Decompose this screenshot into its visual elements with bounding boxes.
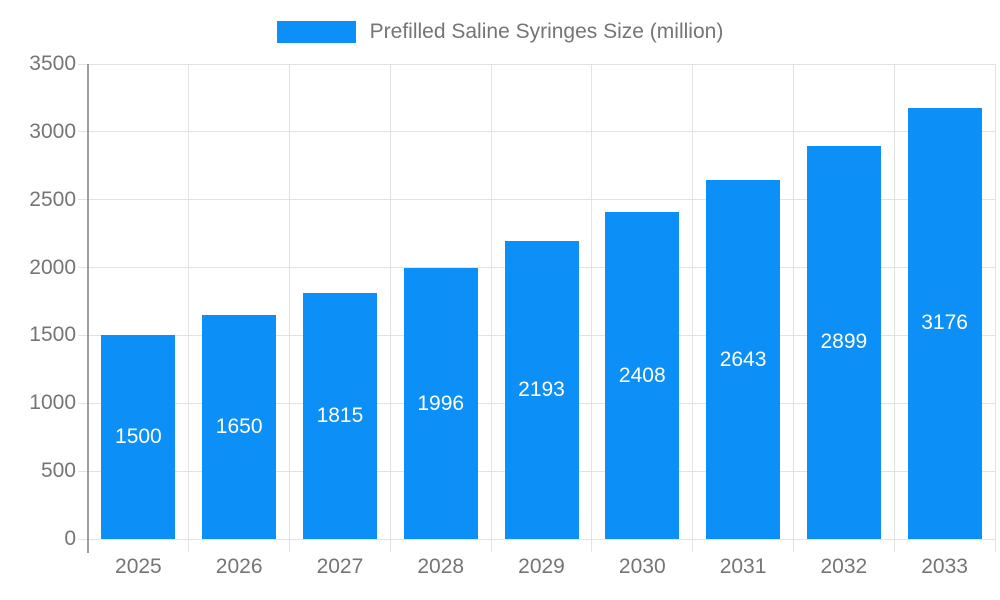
bar: 1650 bbox=[202, 315, 277, 539]
x-tick-label: 2033 bbox=[921, 555, 968, 578]
bar-value-label: 1815 bbox=[316, 403, 364, 427]
v-gridline bbox=[289, 64, 291, 539]
v-gridline bbox=[893, 64, 895, 539]
y-axis-tick bbox=[78, 402, 88, 404]
y-axis-tick bbox=[78, 63, 88, 65]
bar: 2899 bbox=[806, 145, 881, 539]
x-tick-label: 2027 bbox=[316, 555, 364, 578]
x-axis-tick bbox=[893, 539, 895, 552]
x-tick-label: 2026 bbox=[215, 555, 263, 578]
bar-value-label: 1650 bbox=[215, 415, 263, 439]
legend: Prefilled Saline Syringes Size (million) bbox=[0, 20, 1000, 44]
x-axis-labels: 2025 2026 2027 2028 2029 2030 2031 2032 2033 bbox=[88, 555, 995, 581]
bar: 2643 bbox=[706, 180, 781, 539]
v-gridline bbox=[188, 64, 190, 539]
y-axis-labels: 0 500 1000 1500 2000 2500 3000 3500 bbox=[0, 52, 76, 550]
y-tick-label: 500 bbox=[40, 459, 76, 483]
y-tick-label: 2500 bbox=[29, 187, 76, 211]
x-tick-label: 2030 bbox=[618, 555, 666, 578]
bar: 1500 bbox=[101, 335, 176, 539]
bar-value-label: 2408 bbox=[618, 363, 666, 387]
y-axis-line bbox=[87, 64, 89, 553]
v-gridline bbox=[792, 64, 794, 539]
x-axis-tick bbox=[994, 539, 996, 552]
h-gridline bbox=[88, 131, 995, 133]
y-tick-label: 1500 bbox=[29, 323, 76, 347]
v-gridline bbox=[490, 64, 492, 539]
v-gridline bbox=[994, 64, 996, 539]
bar-value-label: 2193 bbox=[518, 378, 565, 402]
bar: 2408 bbox=[605, 212, 680, 539]
bar-value-label: 2899 bbox=[820, 330, 868, 354]
legend-label: Prefilled Saline Syringes Size (million) bbox=[369, 20, 724, 43]
h-gridline bbox=[88, 538, 995, 540]
v-gridline bbox=[692, 64, 694, 539]
x-axis-tick bbox=[792, 539, 794, 552]
x-tick-label: 2031 bbox=[719, 555, 767, 578]
bar: 1996 bbox=[403, 268, 478, 539]
y-axis-tick bbox=[78, 199, 88, 201]
bar: 2193 bbox=[504, 241, 579, 539]
v-gridline bbox=[591, 64, 593, 539]
bar-value-label: 1996 bbox=[417, 391, 465, 415]
y-axis-tick bbox=[78, 538, 88, 540]
y-axis-tick bbox=[78, 334, 88, 336]
x-tick-label: 2025 bbox=[115, 555, 162, 578]
y-axis-tick bbox=[78, 267, 88, 269]
x-axis-tick bbox=[188, 539, 190, 552]
h-gridline bbox=[88, 199, 995, 201]
y-tick-label: 0 bbox=[64, 527, 76, 550]
y-tick-label: 2000 bbox=[29, 255, 76, 279]
legend-swatch bbox=[276, 21, 356, 43]
v-gridline bbox=[389, 64, 391, 539]
bar: 1815 bbox=[302, 292, 377, 539]
x-tick-label: 2028 bbox=[417, 555, 465, 578]
y-tick-label: 3000 bbox=[29, 119, 76, 143]
bar: 3176 bbox=[907, 107, 982, 539]
h-gridline bbox=[88, 63, 995, 65]
y-axis-tick bbox=[78, 131, 88, 133]
bar-value-label: 2643 bbox=[719, 347, 767, 371]
y-tick-label: 1000 bbox=[29, 391, 76, 415]
x-axis-tick bbox=[490, 539, 492, 552]
x-axis-tick bbox=[591, 539, 593, 552]
plot-area: 1500 1650 1815 1996 2193 2408 2643 2899 3176 bbox=[78, 63, 996, 552]
x-tick-label: 2029 bbox=[518, 555, 565, 578]
x-axis-tick bbox=[389, 539, 391, 552]
bar-value-label: 1500 bbox=[115, 425, 162, 449]
y-axis-tick bbox=[78, 470, 88, 472]
y-tick-label: 3500 bbox=[29, 52, 76, 75]
bar-value-label: 3176 bbox=[921, 311, 968, 335]
x-axis-tick bbox=[692, 539, 694, 552]
x-tick-label: 2032 bbox=[820, 555, 868, 578]
x-axis-tick bbox=[289, 539, 291, 552]
